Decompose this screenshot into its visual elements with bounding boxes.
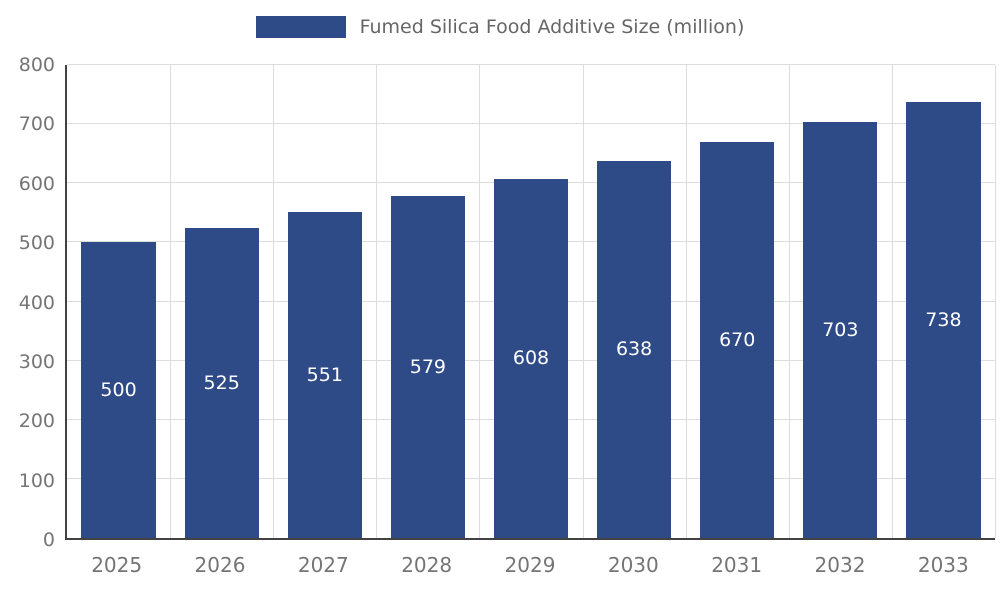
v-gridline (891, 65, 893, 538)
plot-area: 500 525 551 579 608 638 670 703 738 (65, 64, 996, 540)
bar-value-label: 703 (822, 319, 859, 342)
bar-value-label: 525 (203, 371, 240, 394)
y-tick-label: 0 (42, 529, 55, 551)
x-tick-label: 2026 (194, 553, 246, 577)
bar-2031[interactable]: 670 (700, 141, 775, 538)
y-tick-label: 700 (18, 113, 55, 136)
bar-2033[interactable]: 738 (906, 101, 981, 538)
v-gridline (376, 65, 378, 538)
y-tick-label: 200 (18, 410, 55, 433)
y-tick-label: 300 (18, 350, 55, 373)
bar-value-label: 500 (100, 379, 137, 402)
h-gridline (67, 64, 995, 65)
y-tick-label: 600 (18, 172, 55, 195)
v-gridline (788, 65, 790, 538)
bar-value-label: 579 (409, 355, 447, 378)
bar-2025[interactable]: 500 (81, 242, 156, 538)
bar-2026[interactable]: 525 (184, 227, 259, 538)
x-tick-label: 2033 (917, 553, 969, 577)
y-axis: 0 100 200 300 400 500 600 700 800 (0, 54, 55, 551)
x-tick-label: 2029 (504, 553, 556, 577)
bar-value-label: 738 (925, 308, 962, 331)
chart-legend[interactable]: Fumed Silica Food Additive Size (million… (0, 16, 1000, 38)
bar-2030[interactable]: 638 (596, 160, 672, 538)
h-gridline (67, 123, 995, 125)
x-tick-label: 2032 (814, 553, 866, 577)
x-tick-label: 2027 (297, 553, 349, 577)
v-gridline (273, 65, 275, 538)
bar-value-label: 608 (512, 347, 550, 370)
v-gridline (582, 65, 584, 538)
chart-title: Fumed Silica Food Additive Size (million… (359, 16, 745, 38)
y-tick-label: 800 (18, 54, 55, 76)
x-tick-label: 2028 (401, 553, 453, 577)
y-tick-label: 100 (18, 469, 55, 492)
v-gridline (995, 65, 996, 538)
x-axis: 2025 2026 2027 2028 2029 2030 2031 2032 2033 (65, 545, 995, 585)
y-tick-label: 400 (18, 291, 55, 314)
x-tick-label: 2030 (607, 553, 659, 577)
y-tick-label: 500 (18, 232, 55, 255)
bar-2027[interactable]: 551 (287, 212, 362, 538)
v-gridline (479, 65, 481, 538)
x-tick-label: 2025 (91, 553, 143, 577)
bar-value-label: 551 (306, 364, 343, 387)
legend-swatch (255, 16, 346, 38)
bar-value-label: 638 (615, 338, 653, 361)
bar-2032[interactable]: 703 (803, 122, 878, 538)
v-gridline (685, 65, 687, 538)
bar-value-label: 670 (719, 328, 756, 351)
v-gridline (170, 65, 172, 538)
bar-2029[interactable]: 608 (493, 178, 569, 538)
x-tick-label: 2031 (711, 553, 763, 577)
bar-2028[interactable]: 579 (390, 195, 465, 538)
